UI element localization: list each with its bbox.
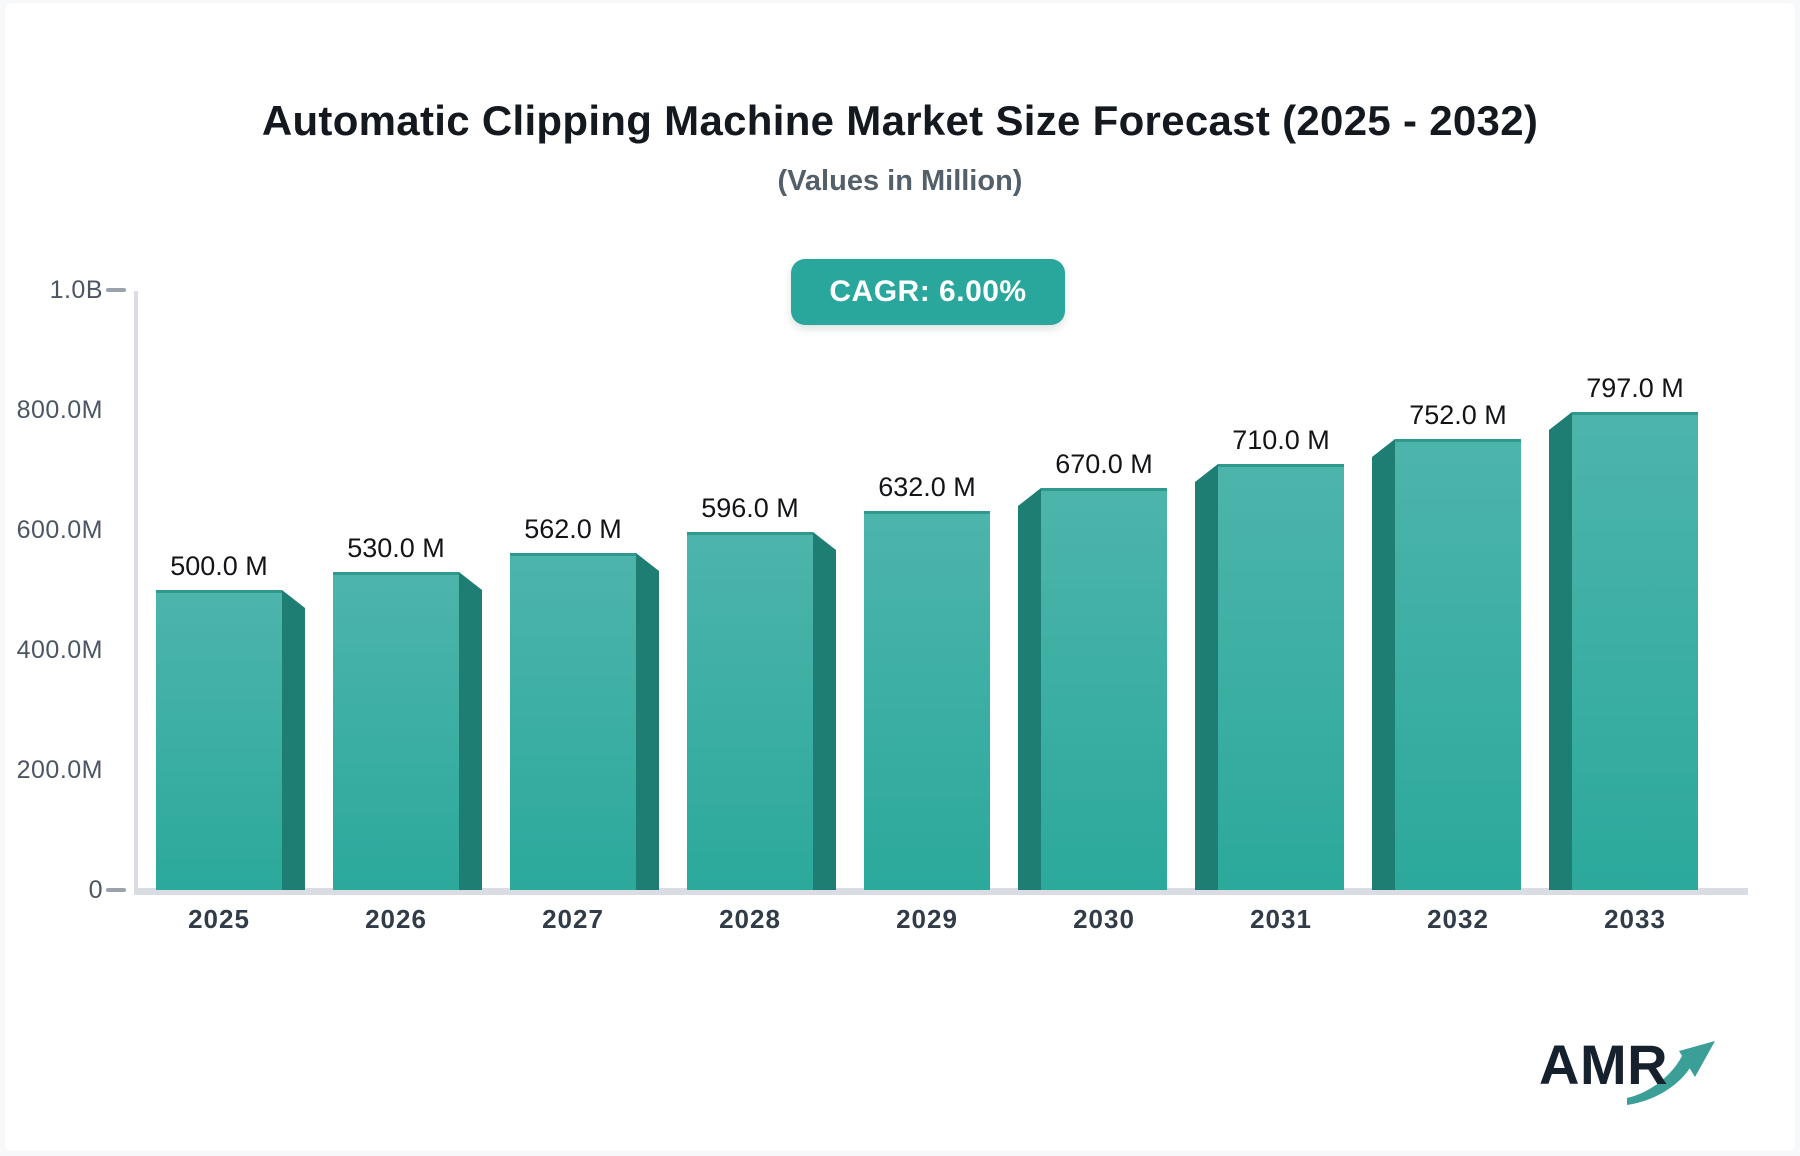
bar-2031 — [1218, 464, 1344, 890]
x-axis-line — [134, 888, 1748, 895]
y-axis-label: 0 — [88, 876, 103, 904]
y-tick-mark — [106, 288, 126, 292]
x-axis-label: 2025 — [188, 904, 250, 934]
bar-value-label: 797.0 M — [1586, 373, 1684, 403]
bar-value-label: 562.0 M — [524, 514, 622, 544]
x-axis-label: 2026 — [365, 904, 427, 934]
x-axis-label: 2030 — [1073, 904, 1135, 934]
bar-value-label: 710.0 M — [1232, 425, 1330, 455]
y-axis-label: 400.0M — [16, 636, 103, 664]
chart-title: Automatic Clipping Machine Market Size F… — [261, 97, 1539, 144]
bar-2027 — [510, 553, 636, 890]
bar-side-face — [1549, 412, 1572, 890]
amr-logo: AMR — [1533, 1037, 1733, 1117]
bar-side-face — [636, 553, 659, 890]
bar-side-face — [1018, 488, 1041, 890]
bar-2025 — [156, 590, 282, 890]
arrow-swoosh — [1627, 1056, 1693, 1105]
x-axis-label: 2033 — [1604, 904, 1666, 934]
bar-2033 — [1572, 412, 1698, 890]
y-axis-label: 800.0M — [16, 396, 103, 424]
x-axis-label: 2032 — [1427, 904, 1489, 934]
x-axis-label: 2027 — [542, 904, 604, 934]
y-axis-label: 600.0M — [16, 516, 103, 544]
x-axis-label: 2029 — [896, 904, 958, 934]
chart-subtitle: (Values in Million) — [777, 165, 1023, 197]
y-axis-label: 1.0B — [49, 276, 103, 304]
chart-card: Automatic Clipping Machine Market Size F… — [5, 3, 1795, 1151]
bar-side-face — [282, 590, 305, 890]
y-axis-line — [134, 291, 138, 891]
y-tick-mark — [106, 888, 126, 892]
amr-logo-text: AMR — [1539, 1033, 1669, 1096]
plot-area: 1.0B 800.0M 600.0M 400.0M 200.0M 0 500.0 M 2025… — [5, 3, 1795, 1151]
bar-value-label: 632.0 M — [878, 472, 976, 502]
bar-value-label: 500.0 M — [170, 551, 268, 581]
bar-2029 — [864, 511, 990, 890]
x-axis-label: 2028 — [719, 904, 781, 934]
cagr-badge: CAGR: 6.00% — [791, 259, 1065, 325]
bar-value-label: 596.0 M — [701, 493, 799, 523]
bar-2026 — [333, 572, 459, 890]
y-axis-label: 200.0M — [16, 756, 103, 784]
bar-side-face — [459, 572, 482, 890]
bar-value-label: 530.0 M — [347, 533, 445, 563]
bar-2028 — [687, 532, 813, 890]
bar-side-face — [813, 532, 836, 890]
x-axis-label: 2031 — [1250, 904, 1312, 934]
bar-side-face — [1195, 464, 1218, 890]
bar-value-label: 670.0 M — [1055, 449, 1153, 479]
bar-value-label: 752.0 M — [1409, 400, 1507, 430]
arrow-head — [1679, 1041, 1715, 1077]
bar-side-face — [1372, 439, 1395, 890]
bar-2032 — [1395, 439, 1521, 890]
bar-2030 — [1041, 488, 1167, 890]
trend-up-arrow-icon — [1627, 1041, 1715, 1105]
